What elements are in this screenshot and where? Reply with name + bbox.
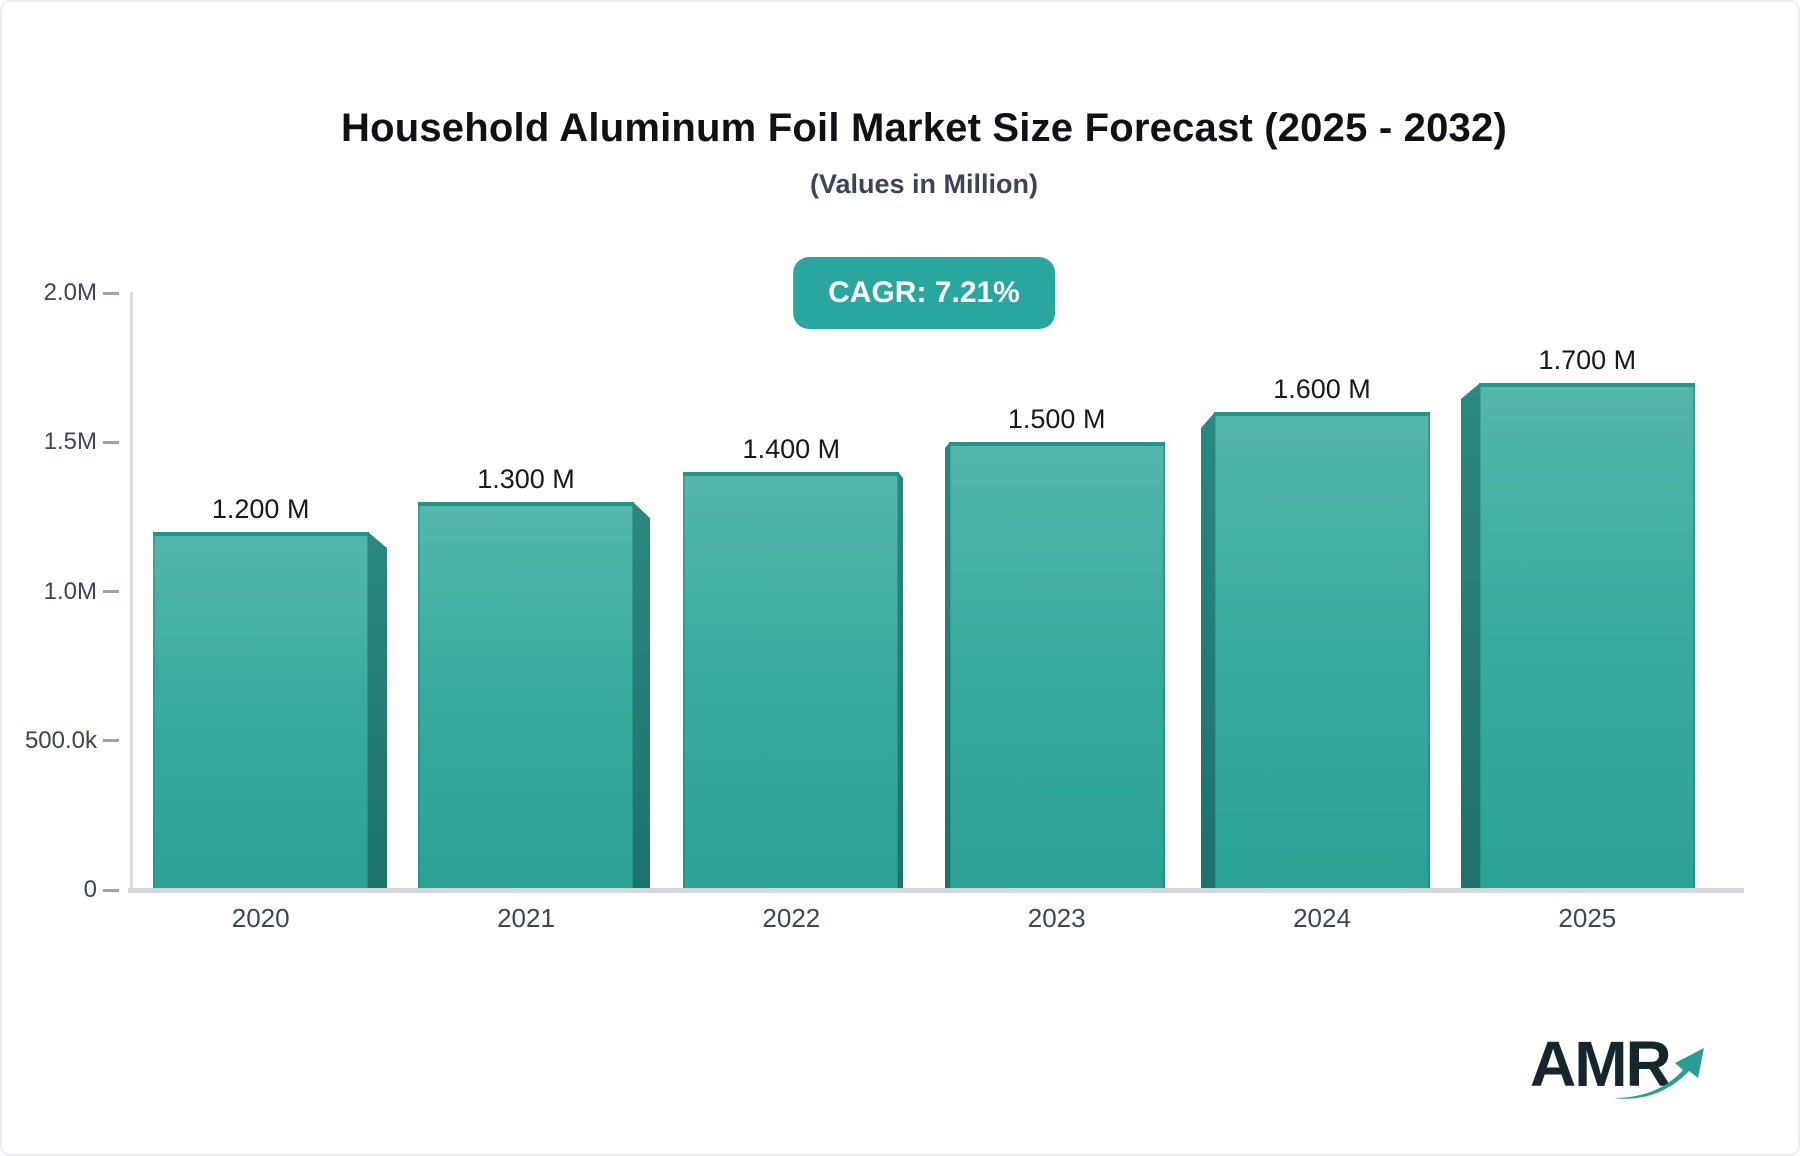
- y-tick-mark: [103, 888, 119, 892]
- bar-value-label: 1.300 M: [477, 464, 575, 494]
- bar-value-label: 1.700 M: [1538, 345, 1637, 375]
- x-axis-label: 2020: [231, 903, 290, 933]
- x-axis-label: 2024: [1293, 903, 1351, 933]
- y-tick-label: 2.0M: [43, 279, 97, 306]
- bar-3d-side: [633, 502, 650, 890]
- bar-2024: [1201, 412, 1430, 890]
- x-axis-label: 2025: [1558, 903, 1617, 933]
- bar-2023: [945, 442, 1165, 890]
- bar-face: [683, 472, 899, 890]
- bar-value-label: 1.400 M: [742, 434, 841, 464]
- bar-3d-side: [898, 472, 903, 890]
- y-axis-line: [130, 292, 133, 892]
- x-axis-label: 2023: [1027, 903, 1086, 933]
- bar-face: [418, 502, 634, 890]
- y-tick-label: 500.0k: [24, 726, 97, 754]
- bar-3d-side: [368, 532, 387, 890]
- chart-subtitle: (Values in Million): [809, 169, 1039, 199]
- amr-logo-text: AMR: [1530, 1028, 1672, 1100]
- y-tick-mark: [103, 590, 119, 593]
- bar-value-label: 1.500 M: [1007, 404, 1106, 434]
- bar-face: [1214, 412, 1430, 890]
- bar-2021: [418, 502, 650, 890]
- bar-value-label: 1.200 M: [211, 494, 310, 524]
- chart-header: Household Aluminum Foil Market Size Fore…: [46, 2, 1798, 342]
- bar-face: [949, 442, 1165, 890]
- amr-logo: AMR: [1530, 1032, 1730, 1112]
- y-tick-mark: [103, 739, 119, 743]
- chart-title: Household Aluminum Foil Market Size Fore…: [341, 106, 1507, 150]
- bar-2025: [1461, 383, 1695, 890]
- bar-3d-side: [945, 442, 950, 890]
- y-tick-mark: [103, 440, 119, 444]
- x-axis-line: [128, 888, 1744, 893]
- y-tick-label: 1.5M: [43, 428, 97, 456]
- x-axis-label: 2022: [762, 903, 821, 933]
- bar-value-label: 1.600 M: [1273, 374, 1371, 404]
- bar-2022: [683, 472, 903, 890]
- bar-2020: [153, 532, 387, 890]
- bar-3d-side: [1201, 412, 1215, 890]
- y-tick-mark: [103, 291, 119, 295]
- x-axis-label: 2021: [497, 903, 555, 933]
- y-tick-label: 0: [83, 876, 97, 903]
- bar-face: [1479, 383, 1695, 890]
- bar-3d-side: [1461, 383, 1480, 890]
- y-tick-label: 1.0M: [43, 577, 97, 605]
- cagr-badge: CAGR: 7.21%: [793, 257, 1055, 329]
- amr-logo-arrow-icon: [1614, 1048, 1704, 1099]
- bar-face: [153, 532, 369, 890]
